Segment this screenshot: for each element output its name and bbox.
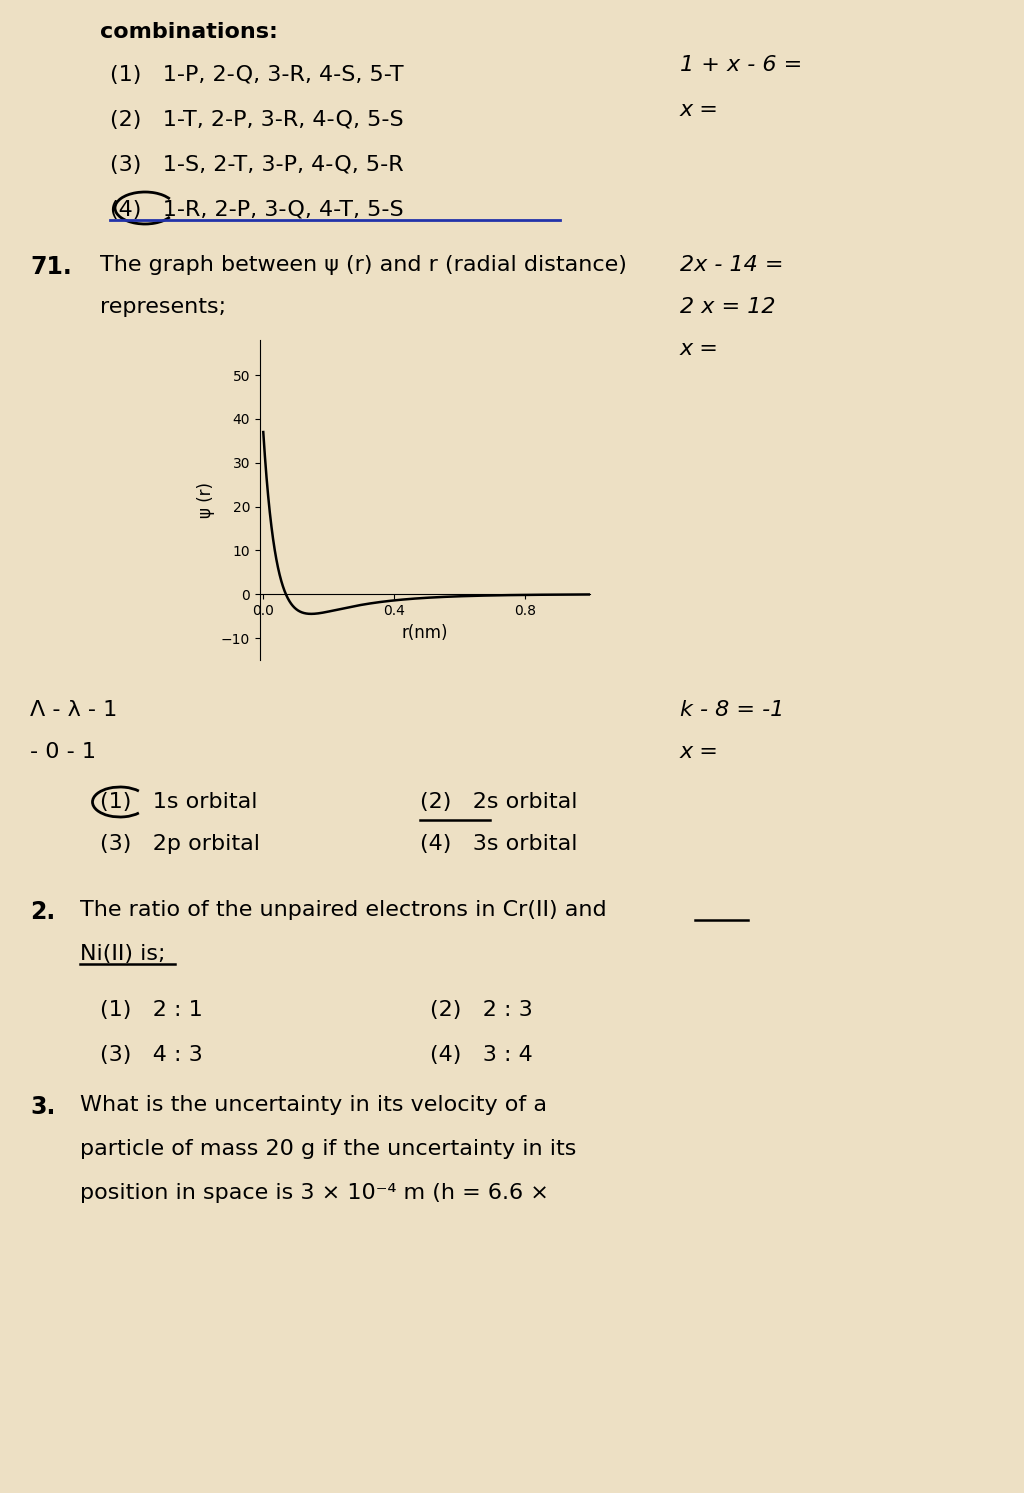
Text: (3)   4 : 3: (3) 4 : 3	[100, 1045, 203, 1065]
Text: Ni(II) is;: Ni(II) is;	[80, 944, 166, 964]
Text: particle of mass 20 g if the uncertainty in its: particle of mass 20 g if the uncertainty…	[80, 1139, 577, 1159]
Text: 71.: 71.	[30, 255, 72, 279]
Text: combinations:: combinations:	[100, 22, 278, 42]
Text: 1 + x - 6 =: 1 + x - 6 =	[680, 55, 802, 75]
Text: k - 8 = -1: k - 8 = -1	[680, 700, 784, 720]
Text: (2)   2s orbital: (2) 2s orbital	[420, 791, 578, 812]
Text: - 0 - 1: - 0 - 1	[30, 742, 96, 761]
Text: (4)   1-R, 2-P, 3-Q, 4-T, 5-S: (4) 1-R, 2-P, 3-Q, 4-T, 5-S	[110, 200, 403, 219]
Text: (1)   2 : 1: (1) 2 : 1	[100, 1000, 203, 1020]
X-axis label: r(nm): r(nm)	[401, 624, 449, 642]
Text: 2 x = 12: 2 x = 12	[680, 297, 775, 317]
Text: 2.: 2.	[30, 900, 55, 924]
Text: (3)   2p orbital: (3) 2p orbital	[100, 835, 260, 854]
Text: (2)   2 : 3: (2) 2 : 3	[430, 1000, 532, 1020]
Text: (1)   1-P, 2-Q, 3-R, 4-S, 5-T: (1) 1-P, 2-Q, 3-R, 4-S, 5-T	[110, 66, 403, 85]
Text: represents;: represents;	[100, 297, 226, 317]
Text: x =: x =	[680, 100, 719, 119]
Text: x =: x =	[680, 742, 719, 761]
Text: 3.: 3.	[30, 1094, 55, 1118]
Text: position in space is 3 × 10⁻⁴ m (h = 6.6 ×: position in space is 3 × 10⁻⁴ m (h = 6.6…	[80, 1182, 549, 1203]
Text: 2x - 14 =: 2x - 14 =	[680, 255, 783, 275]
Text: (4)   3 : 4: (4) 3 : 4	[430, 1045, 532, 1065]
Text: (1)   1s orbital: (1) 1s orbital	[100, 791, 257, 812]
Text: x =: x =	[680, 339, 719, 358]
Text: Λ - λ - 1: Λ - λ - 1	[30, 700, 118, 720]
Text: What is the uncertainty in its velocity of a: What is the uncertainty in its velocity …	[80, 1094, 547, 1115]
Text: The graph between ψ (r) and r (radial distance): The graph between ψ (r) and r (radial di…	[100, 255, 627, 275]
Y-axis label: ψ (r): ψ (r)	[198, 482, 215, 518]
Text: (4)   3s orbital: (4) 3s orbital	[420, 835, 578, 854]
Text: (3)   1-S, 2-T, 3-P, 4-Q, 5-R: (3) 1-S, 2-T, 3-P, 4-Q, 5-R	[110, 155, 403, 175]
Text: (2)   1-T, 2-P, 3-R, 4-Q, 5-S: (2) 1-T, 2-P, 3-R, 4-Q, 5-S	[110, 110, 403, 130]
Text: The ratio of the unpaired electrons in Cr(II) and: The ratio of the unpaired electrons in C…	[80, 900, 606, 920]
